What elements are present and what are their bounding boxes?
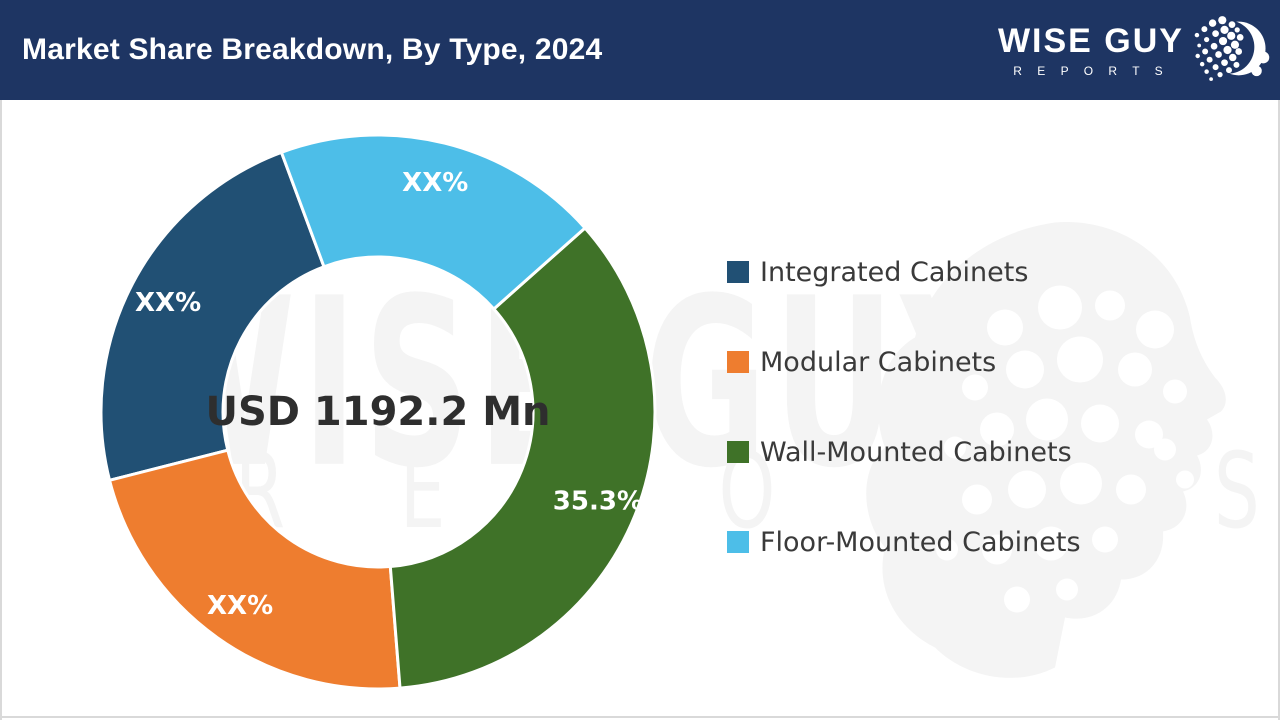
chart-center-total: USD 1192.2 Mn bbox=[205, 389, 551, 435]
legend-label: Modular Cabinets bbox=[760, 346, 997, 378]
donut-chart: XX% XX% 35.3% XX% bbox=[99, 133, 657, 691]
legend-label: Wall-Mounted Cabinets bbox=[760, 436, 1072, 468]
frame-border-bottom bbox=[0, 716, 1280, 718]
header-bar: Market Share Breakdown, By Type, 2024 WI… bbox=[0, 0, 1280, 100]
legend-item: Wall-Mounted Cabinets bbox=[727, 407, 1081, 497]
legend-swatch bbox=[727, 441, 749, 463]
legend-item: Floor-Mounted Cabinets bbox=[727, 497, 1081, 587]
logo-wordmark: WISE GUY bbox=[997, 22, 1184, 60]
wise-guy-head-watermark-icon bbox=[866, 222, 1226, 678]
pie-segment-label: 35.3% bbox=[553, 486, 643, 516]
pie-segment-modular-cabinets bbox=[108, 448, 402, 691]
pie-segment-label: XX% bbox=[135, 288, 201, 318]
pie-segment-floor-mounted-cabinets bbox=[279, 133, 587, 311]
logo-subtitle: R E P O R T S bbox=[1013, 64, 1169, 78]
wise-guy-logo: WISE GUY R E P O R T S bbox=[998, 8, 1270, 92]
legend-item: Integrated Cabinets bbox=[727, 227, 1081, 317]
legend-swatch bbox=[727, 351, 749, 373]
pie-segment-wall-mounted-cabinets bbox=[388, 226, 657, 690]
legend-swatch bbox=[727, 261, 749, 283]
legend-swatch bbox=[727, 531, 749, 553]
pie-segment-label: XX% bbox=[207, 591, 273, 621]
legend-label: Integrated Cabinets bbox=[760, 256, 1029, 288]
wise-guy-head-logo-icon bbox=[1194, 16, 1270, 81]
legend-item: Modular Cabinets bbox=[727, 317, 1081, 407]
chart-legend: Integrated Cabinets Modular Cabinets Wall-… bbox=[727, 227, 1081, 587]
frame-border-right bbox=[1278, 100, 1280, 720]
pie-segment-label: XX% bbox=[402, 168, 468, 198]
wise-guy-logo-text: WISE GUY R E P O R T S bbox=[998, 22, 1184, 78]
legend-label: Floor-Mounted Cabinets bbox=[760, 526, 1081, 558]
page-title: Market Share Breakdown, By Type, 2024 bbox=[22, 33, 603, 66]
frame-border-left bbox=[0, 100, 2, 720]
pie-segment-integrated-cabinets bbox=[99, 150, 326, 482]
